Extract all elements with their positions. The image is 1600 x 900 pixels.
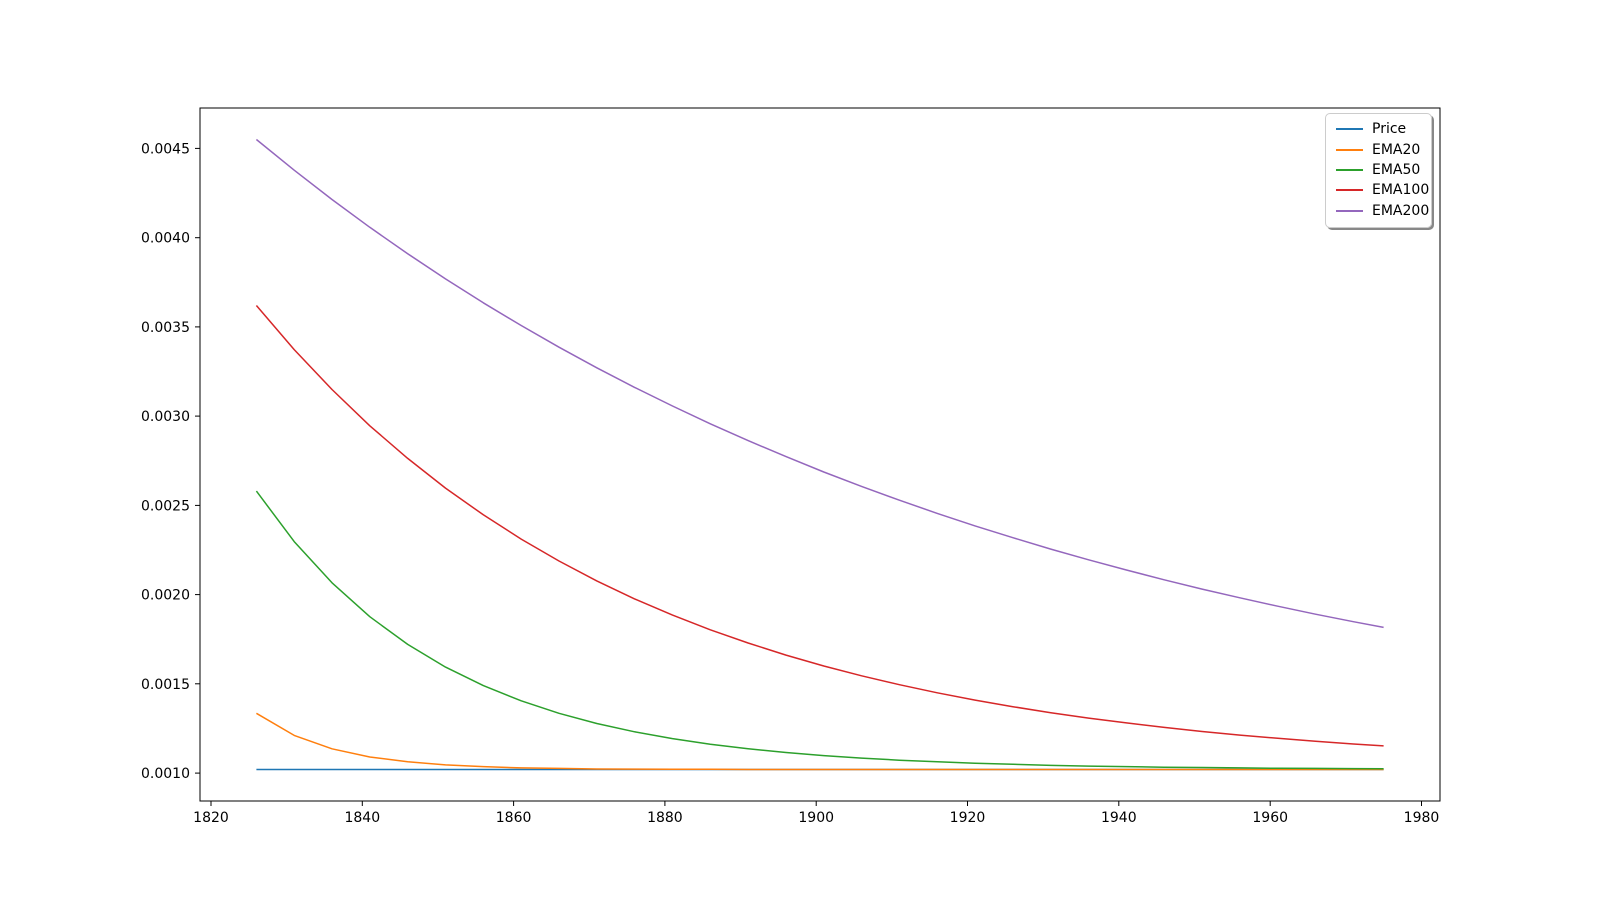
legend-label: EMA200 — [1372, 202, 1430, 219]
plot-area — [200, 108, 1440, 801]
x-tick-label: 1900 — [798, 810, 834, 826]
series-line-ema50 — [255, 490, 1384, 770]
series-line-ema20 — [256, 712, 1384, 771]
legend-entry-price: Price — [1336, 119, 1423, 139]
y-tick-label: 0.0025 — [141, 498, 190, 514]
y-tick-label: 0.0015 — [141, 677, 190, 693]
x-tick-label: 1820 — [193, 810, 229, 826]
y-tick-label: 0.0020 — [141, 588, 190, 604]
x-tick-label: 1840 — [344, 810, 380, 826]
x-tick-label: 1960 — [1252, 810, 1288, 826]
legend: Price EMA20 EMA50 EMA100 EMA200 — [1325, 113, 1432, 228]
y-tick-label: 0.0010 — [141, 766, 190, 782]
legend-line-sample — [1336, 168, 1363, 171]
legend-entry-ema200: EMA200 — [1336, 201, 1429, 221]
legend-entry-ema20: EMA20 — [1336, 139, 1423, 159]
x-tick-label: 1940 — [1101, 810, 1137, 826]
legend-label: Price — [1372, 121, 1407, 138]
y-tick-label: 0.0045 — [141, 141, 190, 157]
y-tick-label: 0.0030 — [141, 409, 190, 425]
x-tick-label: 1920 — [950, 810, 986, 826]
legend-line-sample — [1336, 148, 1363, 151]
legend-line-sample — [1336, 189, 1363, 192]
legend-line-sample — [1336, 128, 1363, 131]
series-line-ema200 — [255, 138, 1384, 629]
legend-line-sample — [1336, 209, 1363, 212]
legend-label: EMA50 — [1372, 161, 1421, 178]
x-tick-label: 1860 — [496, 810, 532, 826]
axes-spines — [199, 107, 1441, 802]
y-tick-label: 0.0035 — [141, 320, 190, 336]
x-tick-label: 1880 — [647, 810, 683, 826]
legend-entry-ema50: EMA50 — [1336, 160, 1423, 180]
legend-entry-ema100: EMA100 — [1336, 180, 1429, 200]
legend-label: EMA100 — [1372, 182, 1430, 199]
legend-label: EMA20 — [1372, 141, 1421, 158]
series-line-ema100 — [255, 305, 1384, 747]
x-tick-label: 1980 — [1404, 810, 1440, 826]
y-tick-label: 0.0040 — [141, 231, 190, 247]
